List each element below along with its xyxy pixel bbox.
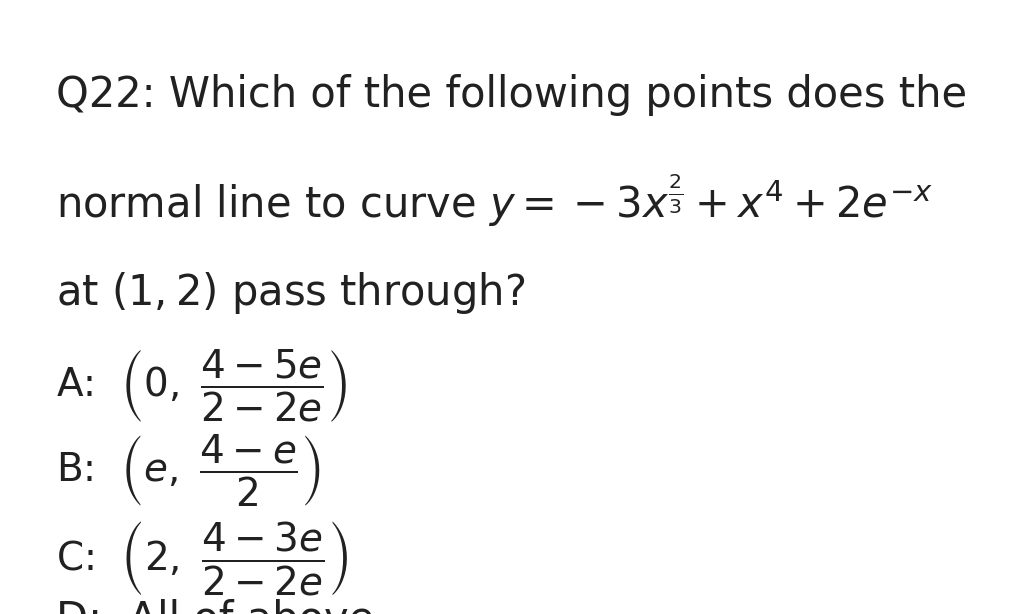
Text: D:  All of above: D: All of above: [56, 599, 375, 614]
Text: Q22: Which of the following points does the: Q22: Which of the following points does …: [56, 74, 968, 115]
Text: A:  $\left(0,\ \dfrac{4-5e}{2-2e}\right)$: A: $\left(0,\ \dfrac{4-5e}{2-2e}\right)$: [56, 347, 348, 424]
Text: B:  $\left(e,\ \dfrac{4-e}{2}\right)$: B: $\left(e,\ \dfrac{4-e}{2}\right)$: [56, 433, 322, 509]
Text: at $(1, 2)$ pass through?: at $(1, 2)$ pass through?: [56, 270, 525, 316]
Text: normal line to curve $y = -3x^{\frac{2}{3}} + x^4 + 2e^{-x}$: normal line to curve $y = -3x^{\frac{2}{…: [56, 172, 933, 230]
Text: C:  $\left(2,\ \dfrac{4-3e}{2-2e}\right)$: C: $\left(2,\ \dfrac{4-3e}{2-2e}\right)$: [56, 519, 348, 597]
